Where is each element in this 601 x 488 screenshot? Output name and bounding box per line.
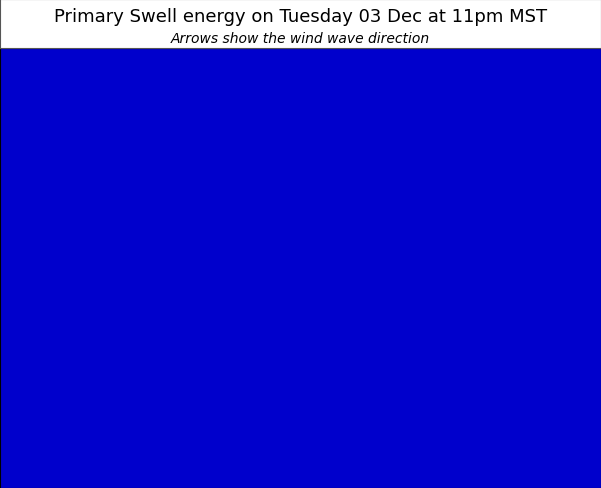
Text: Arrows show the wind wave direction: Arrows show the wind wave direction	[171, 32, 430, 46]
Text: Primary Swell energy on Tuesday 03 Dec at 11pm MST: Primary Swell energy on Tuesday 03 Dec a…	[54, 8, 547, 26]
